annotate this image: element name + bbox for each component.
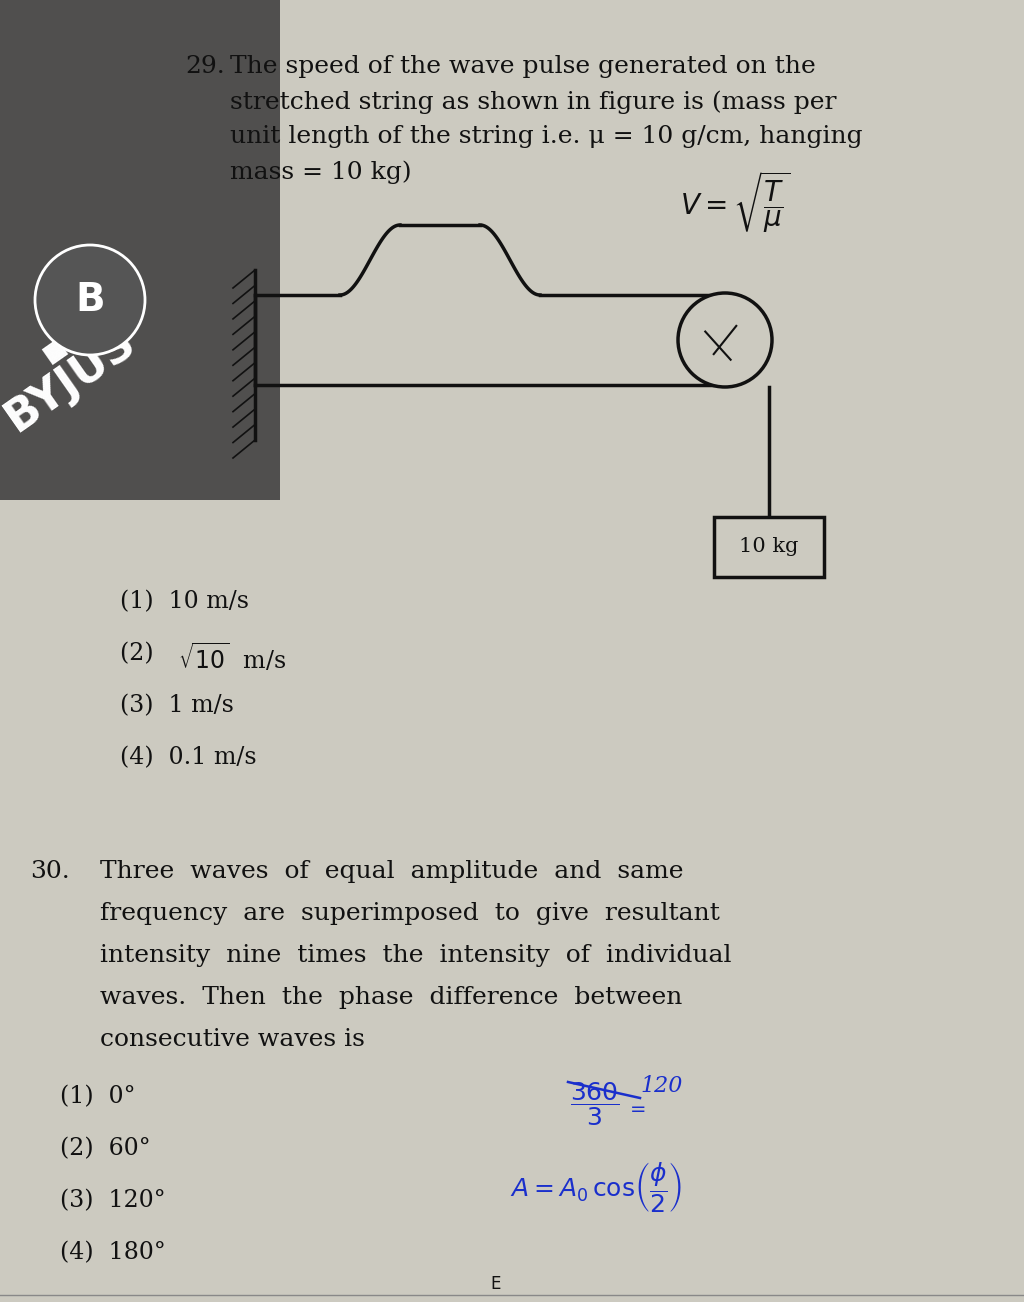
Text: BYJUS: BYJUS bbox=[0, 320, 143, 440]
Text: waves.  Then  the  phase  difference  between: waves. Then the phase difference between bbox=[100, 986, 682, 1009]
Circle shape bbox=[35, 245, 145, 355]
Text: frequency  are  superimposed  to  give  resultant: frequency are superimposed to give resul… bbox=[100, 902, 720, 924]
Text: (4)  0.1 m/s: (4) 0.1 m/s bbox=[120, 746, 257, 769]
Text: (2): (2) bbox=[120, 642, 169, 665]
Text: $\dfrac{360}{3}$: $\dfrac{360}{3}$ bbox=[570, 1079, 620, 1128]
Text: $A = A_0\,\cos\!\left(\dfrac{\phi}{2}\right)$: $A = A_0\,\cos\!\left(\dfrac{\phi}{2}\ri… bbox=[510, 1160, 682, 1213]
Text: =: = bbox=[630, 1100, 652, 1118]
Text: stretched string as shown in figure is (mass per: stretched string as shown in figure is (… bbox=[230, 90, 837, 113]
Text: (1)  10 m/s: (1) 10 m/s bbox=[120, 590, 249, 613]
Text: (3)  1 m/s: (3) 1 m/s bbox=[120, 694, 233, 717]
Circle shape bbox=[678, 293, 772, 387]
Text: (2)  60°: (2) 60° bbox=[60, 1137, 151, 1160]
Text: 10 kg: 10 kg bbox=[739, 538, 799, 556]
Text: $\sqrt{10}$  m/s: $\sqrt{10}$ m/s bbox=[178, 642, 286, 674]
Text: mass = 10 kg): mass = 10 kg) bbox=[230, 160, 412, 184]
Text: B: B bbox=[75, 281, 104, 319]
Text: Three  waves  of  equal  amplitude  and  same: Three waves of equal amplitude and same bbox=[100, 861, 683, 883]
Text: The speed of the wave pulse generated on the: The speed of the wave pulse generated on… bbox=[230, 55, 816, 78]
Text: intensity  nine  times  the  intensity  of  individual: intensity nine times the intensity of in… bbox=[100, 944, 731, 967]
Text: unit length of the string i.e. μ = 10 g/cm, hanging: unit length of the string i.e. μ = 10 g/… bbox=[230, 125, 862, 148]
Text: 30.: 30. bbox=[30, 861, 70, 883]
Text: 29.: 29. bbox=[185, 55, 224, 78]
Text: ■: ■ bbox=[39, 333, 72, 367]
Text: E: E bbox=[490, 1275, 501, 1293]
Text: consecutive waves is: consecutive waves is bbox=[100, 1029, 365, 1051]
Bar bbox=[714, 517, 824, 577]
Text: $V = \sqrt{\dfrac{T}{\mu}}$: $V = \sqrt{\dfrac{T}{\mu}}$ bbox=[680, 171, 791, 236]
Text: (3)  120°: (3) 120° bbox=[60, 1189, 166, 1212]
Text: 120: 120 bbox=[640, 1075, 682, 1098]
Text: (1)  0°: (1) 0° bbox=[60, 1085, 135, 1108]
Text: (4)  180°: (4) 180° bbox=[60, 1241, 166, 1264]
Polygon shape bbox=[0, 0, 280, 500]
